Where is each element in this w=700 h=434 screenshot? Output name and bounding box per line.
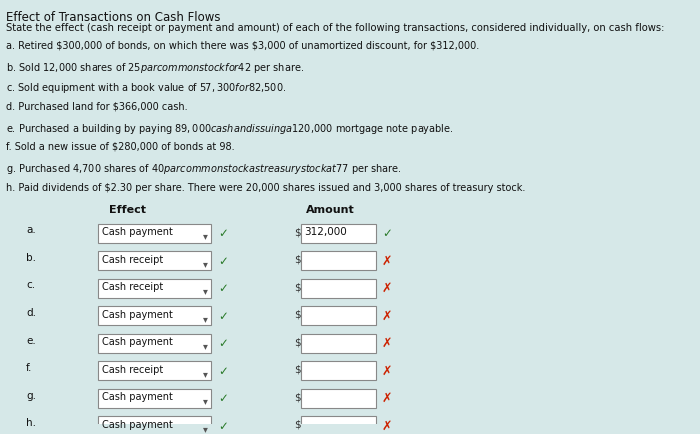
FancyBboxPatch shape — [301, 224, 376, 243]
FancyBboxPatch shape — [99, 334, 211, 353]
FancyBboxPatch shape — [99, 306, 211, 326]
Text: Cash payment: Cash payment — [102, 310, 174, 320]
Text: g.: g. — [26, 391, 36, 401]
Text: a. Retired $300,000 of bonds, on which there was $3,000 of unamortized discount,: a. Retired $300,000 of bonds, on which t… — [6, 40, 479, 50]
FancyBboxPatch shape — [99, 224, 211, 243]
FancyBboxPatch shape — [99, 251, 211, 270]
Text: Cash receipt: Cash receipt — [102, 255, 164, 265]
Text: $: $ — [294, 365, 300, 375]
Text: Effect of Transactions on Cash Flows: Effect of Transactions on Cash Flows — [6, 10, 220, 23]
Text: e. Purchased a building by paying $89,000 cash and issuing a $120,000 mortgage n: e. Purchased a building by paying $89,00… — [6, 122, 454, 135]
Text: ✗: ✗ — [382, 310, 393, 323]
FancyBboxPatch shape — [301, 334, 376, 353]
Text: ✓: ✓ — [218, 365, 228, 378]
Text: $: $ — [294, 282, 300, 292]
Text: Effect: Effect — [108, 205, 146, 215]
Text: ✗: ✗ — [382, 365, 393, 378]
Text: ✓: ✓ — [218, 392, 228, 405]
Text: $: $ — [294, 392, 300, 402]
Text: State the effect (cash receipt or payment and amount) of each of the following t: State the effect (cash receipt or paymen… — [6, 23, 664, 33]
Text: ✓: ✓ — [218, 255, 228, 268]
Text: ▾: ▾ — [202, 231, 207, 241]
Text: ✓: ✓ — [218, 310, 228, 323]
Text: f.: f. — [26, 363, 32, 373]
Text: $: $ — [294, 227, 300, 237]
Text: h. Paid dividends of $2.30 per share. There were 20,000 shares issued and 3,000 : h. Paid dividends of $2.30 per share. Th… — [6, 183, 525, 193]
Text: 312,000: 312,000 — [304, 227, 346, 237]
FancyBboxPatch shape — [301, 279, 376, 298]
Text: ✗: ✗ — [382, 420, 393, 433]
Text: ✓: ✓ — [218, 420, 228, 433]
Text: f. Sold a new issue of $280,000 of bonds at 98.: f. Sold a new issue of $280,000 of bonds… — [6, 142, 234, 152]
FancyBboxPatch shape — [99, 389, 211, 408]
Text: $: $ — [294, 310, 300, 320]
FancyBboxPatch shape — [301, 362, 376, 381]
Text: $: $ — [294, 420, 300, 430]
FancyBboxPatch shape — [301, 306, 376, 326]
Text: Cash receipt: Cash receipt — [102, 282, 164, 292]
Text: ▾: ▾ — [202, 424, 207, 434]
Text: ▾: ▾ — [202, 259, 207, 269]
Text: c.: c. — [26, 280, 35, 290]
Text: ✗: ✗ — [382, 337, 393, 350]
Text: b.: b. — [26, 253, 36, 263]
FancyBboxPatch shape — [301, 417, 376, 434]
Text: ▾: ▾ — [202, 286, 207, 296]
Text: Cash payment: Cash payment — [102, 392, 174, 402]
Text: c. Sold equipment with a book value of $57,300 for $82,500.: c. Sold equipment with a book value of $… — [6, 81, 286, 95]
FancyBboxPatch shape — [99, 417, 211, 434]
Text: d. Purchased land for $366,000 cash.: d. Purchased land for $366,000 cash. — [6, 101, 188, 111]
Text: $: $ — [294, 337, 300, 347]
Text: ▾: ▾ — [202, 397, 207, 407]
Text: ✓: ✓ — [218, 227, 228, 240]
Text: ▾: ▾ — [202, 314, 207, 324]
Text: e.: e. — [26, 335, 36, 345]
Text: ✓: ✓ — [218, 282, 228, 295]
Text: $: $ — [294, 255, 300, 265]
Text: ▾: ▾ — [202, 342, 207, 352]
Text: ✗: ✗ — [382, 255, 393, 268]
Text: a.: a. — [26, 225, 36, 235]
Text: g. Purchased 4,700 shares of $40 par common stock as treasury stock at $77 per s: g. Purchased 4,700 shares of $40 par com… — [6, 162, 402, 176]
Text: ✗: ✗ — [382, 282, 393, 295]
Text: Cash payment: Cash payment — [102, 337, 174, 347]
Text: Amount: Amount — [305, 205, 354, 215]
FancyBboxPatch shape — [99, 279, 211, 298]
Text: ✗: ✗ — [382, 392, 393, 405]
Text: b. Sold 12,000 shares of $25 par common stock for $42 per share.: b. Sold 12,000 shares of $25 par common … — [6, 61, 304, 75]
FancyBboxPatch shape — [301, 389, 376, 408]
Text: d.: d. — [26, 308, 36, 318]
Text: Cash receipt: Cash receipt — [102, 365, 164, 375]
Text: Cash payment: Cash payment — [102, 420, 174, 430]
FancyBboxPatch shape — [301, 251, 376, 270]
Text: ✓: ✓ — [218, 337, 228, 350]
Text: Cash payment: Cash payment — [102, 227, 174, 237]
Text: ▾: ▾ — [202, 369, 207, 379]
FancyBboxPatch shape — [99, 362, 211, 381]
Text: ✓: ✓ — [382, 227, 392, 240]
Text: h.: h. — [26, 418, 36, 428]
